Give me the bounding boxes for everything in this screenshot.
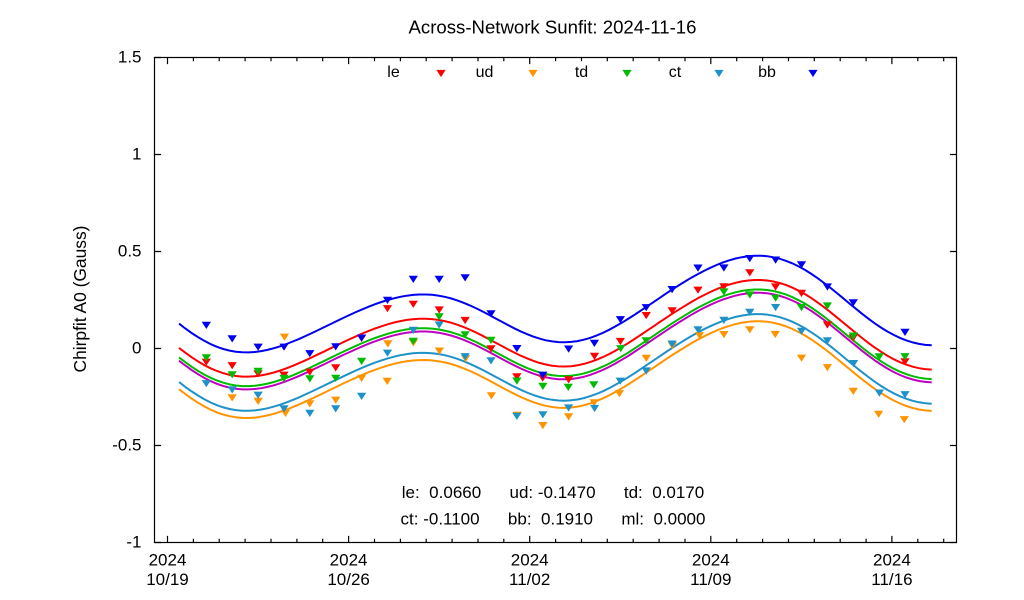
svg-text:ct: ct (669, 64, 682, 81)
svg-text:2024: 2024 (511, 551, 549, 570)
svg-text:0: 0 (132, 338, 141, 357)
svg-text:11/16: 11/16 (871, 570, 912, 589)
svg-text:10/26: 10/26 (327, 570, 370, 589)
svg-text:-0.5: -0.5 (112, 435, 141, 454)
svg-text:2024: 2024 (873, 551, 911, 570)
svg-text:0.5: 0.5 (118, 241, 142, 260)
svg-text:td: td (575, 64, 588, 81)
svg-text:2024: 2024 (692, 551, 730, 570)
svg-text:10/19: 10/19 (146, 570, 189, 589)
svg-text:1.5: 1.5 (118, 47, 142, 66)
svg-text:ct: -0.1100 bb: 0.1910: ct: -0.1100 bb: 0.1910 ml: 0.0000 (401, 510, 706, 529)
svg-text:Across-Network Sunfit: 2024-11: Across-Network Sunfit: 2024-11-16 (409, 16, 697, 37)
svg-text:le: le (387, 64, 400, 81)
svg-text:11/09: 11/09 (690, 570, 731, 589)
svg-text:1: 1 (132, 144, 141, 163)
svg-text:bb: bb (758, 64, 776, 81)
svg-text:11/02: 11/02 (509, 570, 550, 589)
svg-text:2024: 2024 (149, 551, 187, 570)
svg-text:ud: ud (476, 64, 494, 81)
svg-text:-1: -1 (126, 532, 141, 551)
svg-text:Chirpfit A0 (Gauss): Chirpfit A0 (Gauss) (70, 226, 90, 373)
svg-text:2024: 2024 (330, 551, 368, 570)
svg-text:le: 0.0660 ud: -0.1470: le: 0.0660 ud: -0.1470 td: 0.0170 (402, 483, 704, 502)
